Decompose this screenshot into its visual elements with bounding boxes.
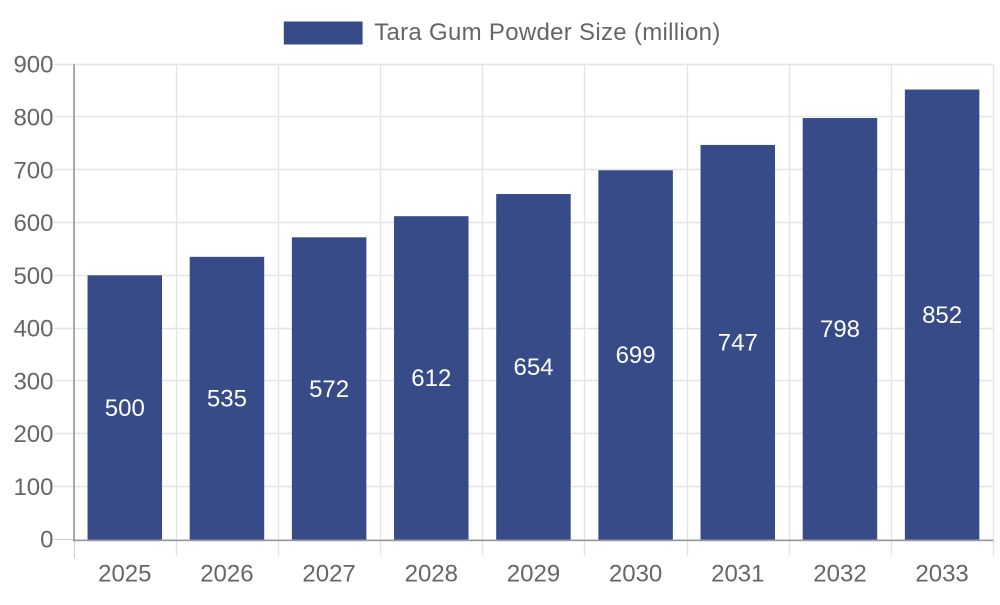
svg-text:500: 500 <box>105 395 145 422</box>
svg-text:2033: 2033 <box>915 561 968 588</box>
svg-text:Tara Gum Powder Size (million): Tara Gum Powder Size (million) <box>374 19 720 46</box>
svg-text:200: 200 <box>13 421 53 448</box>
svg-text:2032: 2032 <box>813 561 866 588</box>
svg-text:654: 654 <box>513 354 553 381</box>
svg-text:2029: 2029 <box>507 561 560 588</box>
svg-text:800: 800 <box>13 105 53 132</box>
svg-text:699: 699 <box>616 342 656 369</box>
svg-text:2031: 2031 <box>711 561 764 588</box>
svg-text:2030: 2030 <box>609 561 662 588</box>
svg-text:600: 600 <box>13 210 53 237</box>
svg-text:700: 700 <box>13 157 53 184</box>
svg-text:400: 400 <box>13 316 53 343</box>
svg-text:2026: 2026 <box>200 561 253 588</box>
svg-text:2027: 2027 <box>302 561 355 588</box>
svg-text:2028: 2028 <box>405 561 458 588</box>
svg-text:100: 100 <box>13 474 53 501</box>
svg-text:535: 535 <box>207 386 247 413</box>
svg-text:572: 572 <box>309 376 349 403</box>
svg-text:900: 900 <box>13 52 53 79</box>
svg-text:852: 852 <box>922 302 962 329</box>
svg-text:612: 612 <box>411 365 451 392</box>
svg-text:2025: 2025 <box>98 561 151 588</box>
svg-text:300: 300 <box>13 368 53 395</box>
svg-text:0: 0 <box>40 527 53 554</box>
svg-text:798: 798 <box>820 316 860 343</box>
svg-text:500: 500 <box>13 263 53 290</box>
svg-text:747: 747 <box>718 330 758 357</box>
